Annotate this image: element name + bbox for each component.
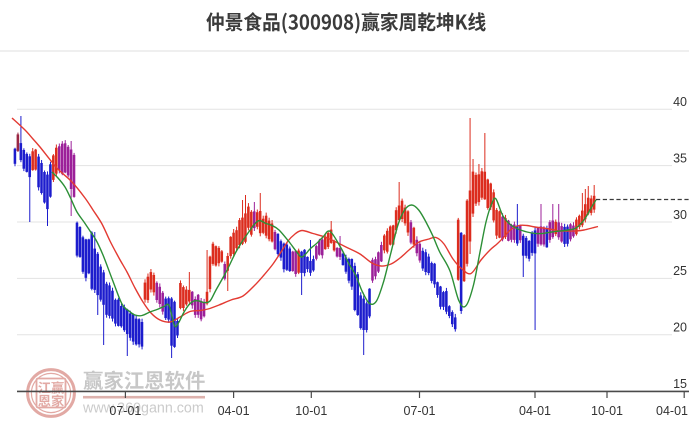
- svg-text:15: 15: [673, 377, 687, 391]
- svg-text:25: 25: [673, 264, 687, 278]
- svg-text:www.360gann.com: www.360gann.com: [82, 401, 204, 417]
- svg-text:40: 40: [673, 95, 687, 109]
- svg-text:04-01: 04-01: [519, 404, 551, 418]
- svg-text:10-01: 10-01: [591, 404, 623, 418]
- svg-text:35: 35: [673, 151, 687, 165]
- svg-text:10-01: 10-01: [295, 404, 327, 418]
- svg-text:04-01: 04-01: [218, 404, 250, 418]
- svg-text:30: 30: [673, 208, 687, 222]
- svg-text:07-01: 07-01: [404, 404, 436, 418]
- svg-text:04-01: 04-01: [656, 404, 688, 418]
- svg-text:20: 20: [673, 321, 687, 335]
- svg-text:07-01: 07-01: [109, 404, 141, 418]
